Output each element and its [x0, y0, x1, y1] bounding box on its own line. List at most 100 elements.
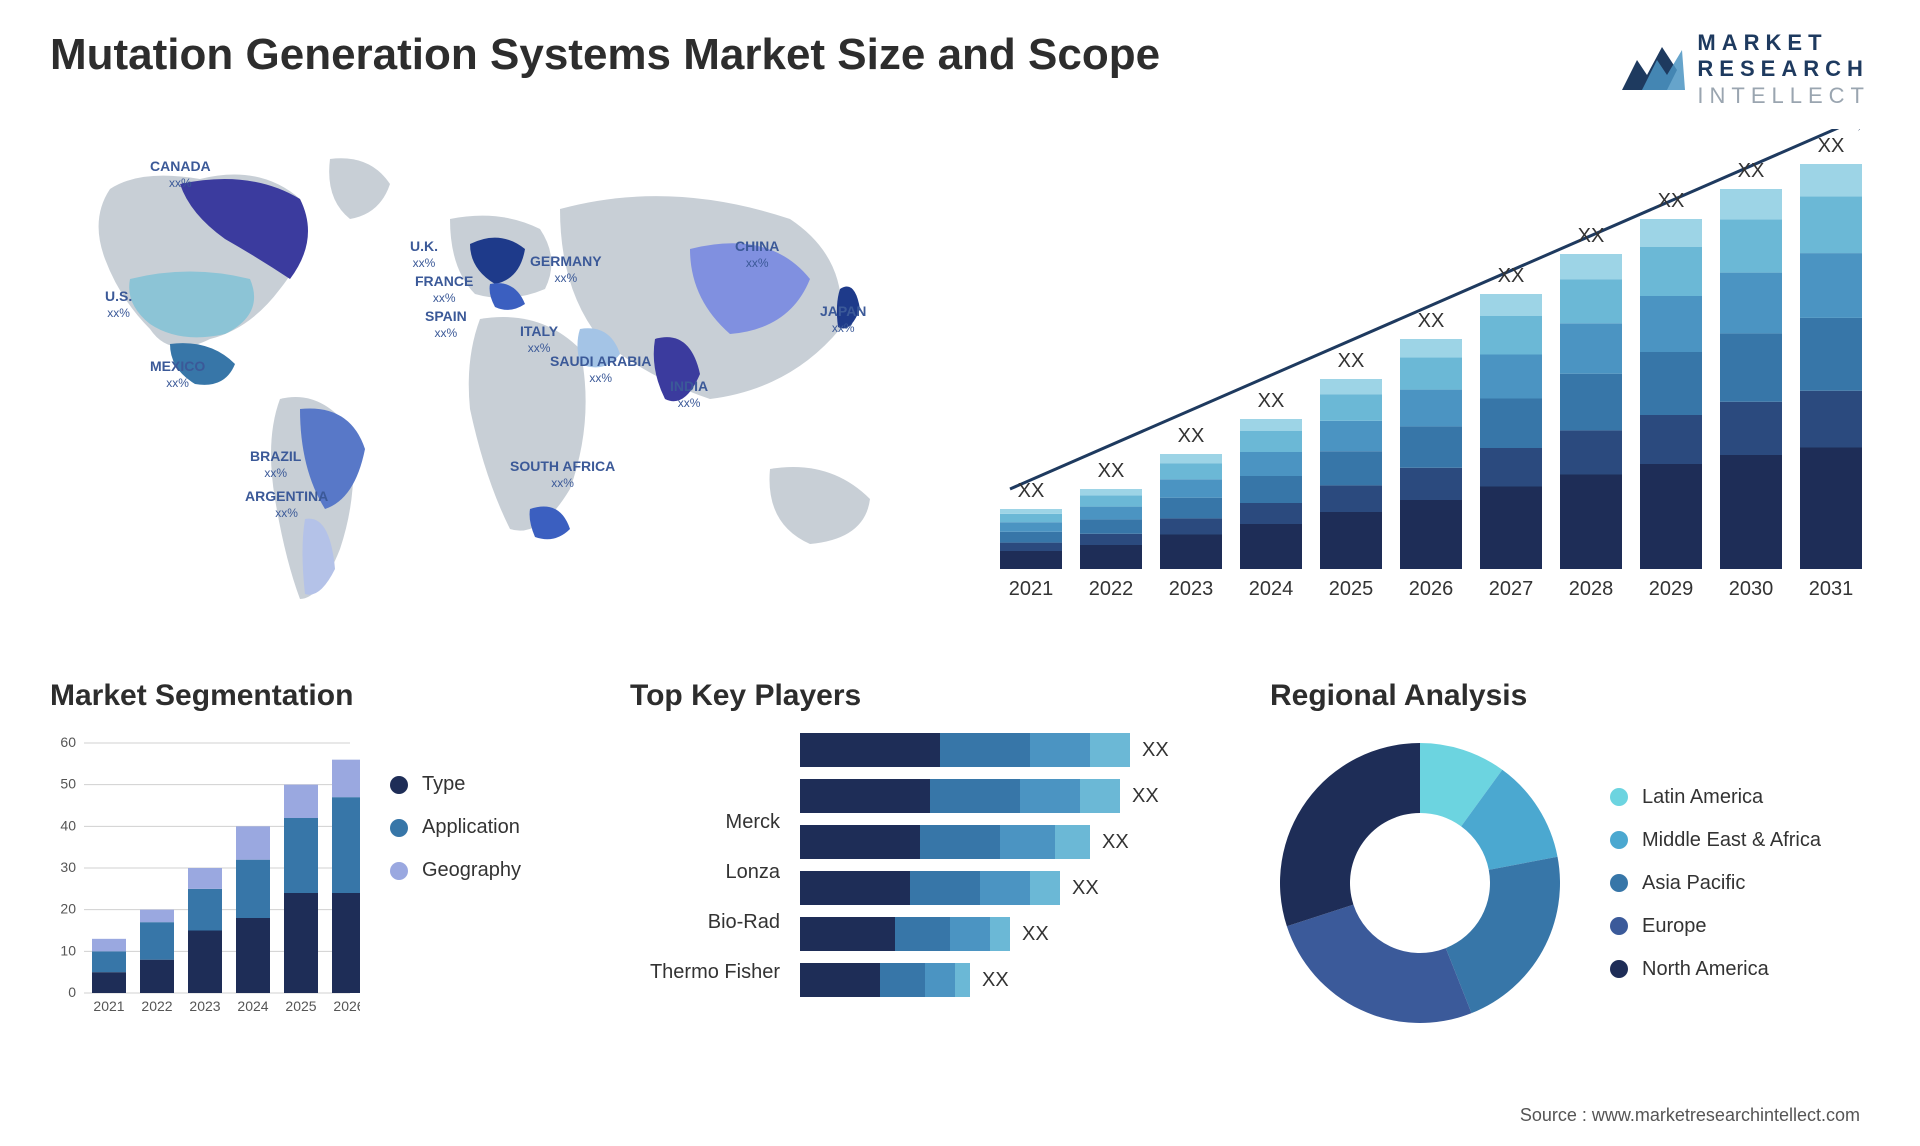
legend-item: Application — [390, 816, 570, 839]
svg-text:2021: 2021 — [93, 998, 124, 1014]
keyplayer-bar — [800, 871, 1060, 905]
keyplayer-bar-segment — [1030, 871, 1060, 905]
keyplayer-bar-segment — [910, 871, 980, 905]
svg-text:2026: 2026 — [333, 998, 360, 1014]
legend-label: Middle East & Africa — [1642, 829, 1821, 852]
legend-label: Asia Pacific — [1642, 872, 1745, 895]
svg-text:2029: 2029 — [1649, 578, 1694, 600]
keyplayer-bar-row: XX — [800, 917, 1210, 951]
svg-text:XX: XX — [1418, 310, 1445, 332]
keyplayer-bar-segment — [800, 779, 930, 813]
legend-dot-icon — [1610, 831, 1628, 849]
svg-text:XX: XX — [1018, 480, 1045, 502]
keyplayer-bar-segment — [980, 871, 1030, 905]
legend-label: Europe — [1642, 915, 1707, 938]
keyplayer-bar — [800, 733, 1130, 767]
map-label: SOUTH AFRICAxx% — [510, 459, 615, 490]
svg-text:2028: 2028 — [1569, 578, 1614, 600]
legend-item: Europe — [1610, 915, 1870, 938]
legend-label: Type — [422, 773, 465, 796]
segmentation-panel: Market Segmentation 01020304050602021202… — [50, 679, 570, 1033]
regional-title: Regional Analysis — [1270, 679, 1870, 713]
world-map-panel: CANADAxx%U.S.xx%MEXICOxx%BRAZILxx%ARGENT… — [50, 129, 950, 629]
logo-text-2: RESEARCH — [1697, 56, 1870, 82]
map-label: INDIAxx% — [670, 379, 708, 410]
legend-dot-icon — [1610, 788, 1628, 806]
svg-text:10: 10 — [60, 943, 76, 959]
keyplayer-bar-segment — [1080, 779, 1120, 813]
legend-item: Type — [390, 773, 570, 796]
legend-dot-icon — [1610, 917, 1628, 935]
keyplayer-value: XX — [982, 969, 1009, 992]
map-label: BRAZILxx% — [250, 449, 301, 480]
svg-text:2026: 2026 — [1409, 578, 1454, 600]
legend-dot-icon — [1610, 960, 1628, 978]
keyplayer-bar-segment — [1020, 779, 1080, 813]
svg-text:2024: 2024 — [237, 998, 268, 1014]
keyplayer-bar-segment — [1090, 733, 1130, 767]
keyplayer-bar-segment — [925, 963, 955, 997]
keyplayers-labels: MerckLonzaBio-RadThermo Fisher — [630, 733, 780, 997]
keyplayer-value: XX — [1072, 877, 1099, 900]
keyplayer-bar — [800, 779, 1120, 813]
svg-text:0: 0 — [68, 984, 76, 1000]
keyplayer-label: Merck — [630, 805, 780, 839]
keyplayer-bar — [800, 917, 1010, 951]
legend-item: North America — [1610, 958, 1870, 981]
legend-label: North America — [1642, 958, 1769, 981]
keyplayer-bar-segment — [990, 917, 1010, 951]
svg-text:2030: 2030 — [1729, 578, 1774, 600]
source-text: Source : www.marketresearchintellect.com — [1520, 1105, 1860, 1126]
svg-text:20: 20 — [60, 901, 76, 917]
keyplayer-bar-segment — [955, 963, 970, 997]
map-label: JAPANxx% — [820, 304, 866, 335]
growth-chart: 2021XX2022XX2023XX2024XX2025XX2026XX2027… — [990, 129, 1870, 609]
regional-donut — [1270, 733, 1570, 1033]
keyplayer-value: XX — [1102, 831, 1129, 854]
svg-text:XX: XX — [1098, 460, 1125, 482]
legend-label: Geography — [422, 859, 521, 882]
legend-dot-icon — [390, 776, 408, 794]
regional-legend: Latin America Middle East & Africa Asia Pa… — [1610, 786, 1870, 981]
keyplayer-bar-segment — [800, 733, 940, 767]
legend-label: Latin America — [1642, 786, 1763, 809]
svg-text:2022: 2022 — [1089, 578, 1134, 600]
keyplayer-bar-segment — [940, 733, 1030, 767]
legend-item: Geography — [390, 859, 570, 882]
map-label: FRANCExx% — [415, 274, 473, 305]
svg-text:2024: 2024 — [1249, 578, 1294, 600]
svg-text:2021: 2021 — [1009, 578, 1054, 600]
map-label: CANADAxx% — [150, 159, 211, 190]
keyplayer-label: Thermo Fisher — [630, 955, 780, 989]
keyplayer-bar-segment — [930, 779, 1020, 813]
svg-text:50: 50 — [60, 776, 76, 792]
svg-text:XX: XX — [1498, 265, 1525, 287]
keyplayer-bar — [800, 825, 1090, 859]
map-label: ITALYxx% — [520, 324, 558, 355]
keyplayer-bar-segment — [950, 917, 990, 951]
keyplayer-bar-segment — [1055, 825, 1090, 859]
svg-text:2025: 2025 — [285, 998, 316, 1014]
map-label: MEXICOxx% — [150, 359, 205, 390]
keyplayer-value: XX — [1142, 739, 1169, 762]
svg-text:XX: XX — [1818, 135, 1845, 157]
svg-text:2023: 2023 — [189, 998, 220, 1014]
keyplayer-bar-row: XX — [800, 963, 1210, 997]
keyplayer-bar-segment — [800, 871, 910, 905]
segmentation-title: Market Segmentation — [50, 679, 570, 713]
svg-text:2027: 2027 — [1489, 578, 1534, 600]
legend-label: Application — [422, 816, 520, 839]
keyplayer-bar-row: XX — [800, 779, 1210, 813]
legend-dot-icon — [390, 819, 408, 837]
logo-text-3: INTELLECT — [1697, 83, 1870, 109]
logo-icon — [1617, 35, 1687, 105]
svg-text:2031: 2031 — [1809, 578, 1854, 600]
keyplayer-bar-segment — [1030, 733, 1090, 767]
logo-text-1: MARKET — [1697, 30, 1870, 56]
legend-item: Middle East & Africa — [1610, 829, 1870, 852]
segmentation-chart: 0102030405060202120222023202420252026 — [50, 733, 360, 1023]
keyplayer-bar-segment — [895, 917, 950, 951]
keyplayers-bars: XXXXXXXXXXXX — [800, 733, 1210, 997]
svg-text:2022: 2022 — [141, 998, 172, 1014]
page-title: Mutation Generation Systems Market Size … — [50, 30, 1160, 80]
